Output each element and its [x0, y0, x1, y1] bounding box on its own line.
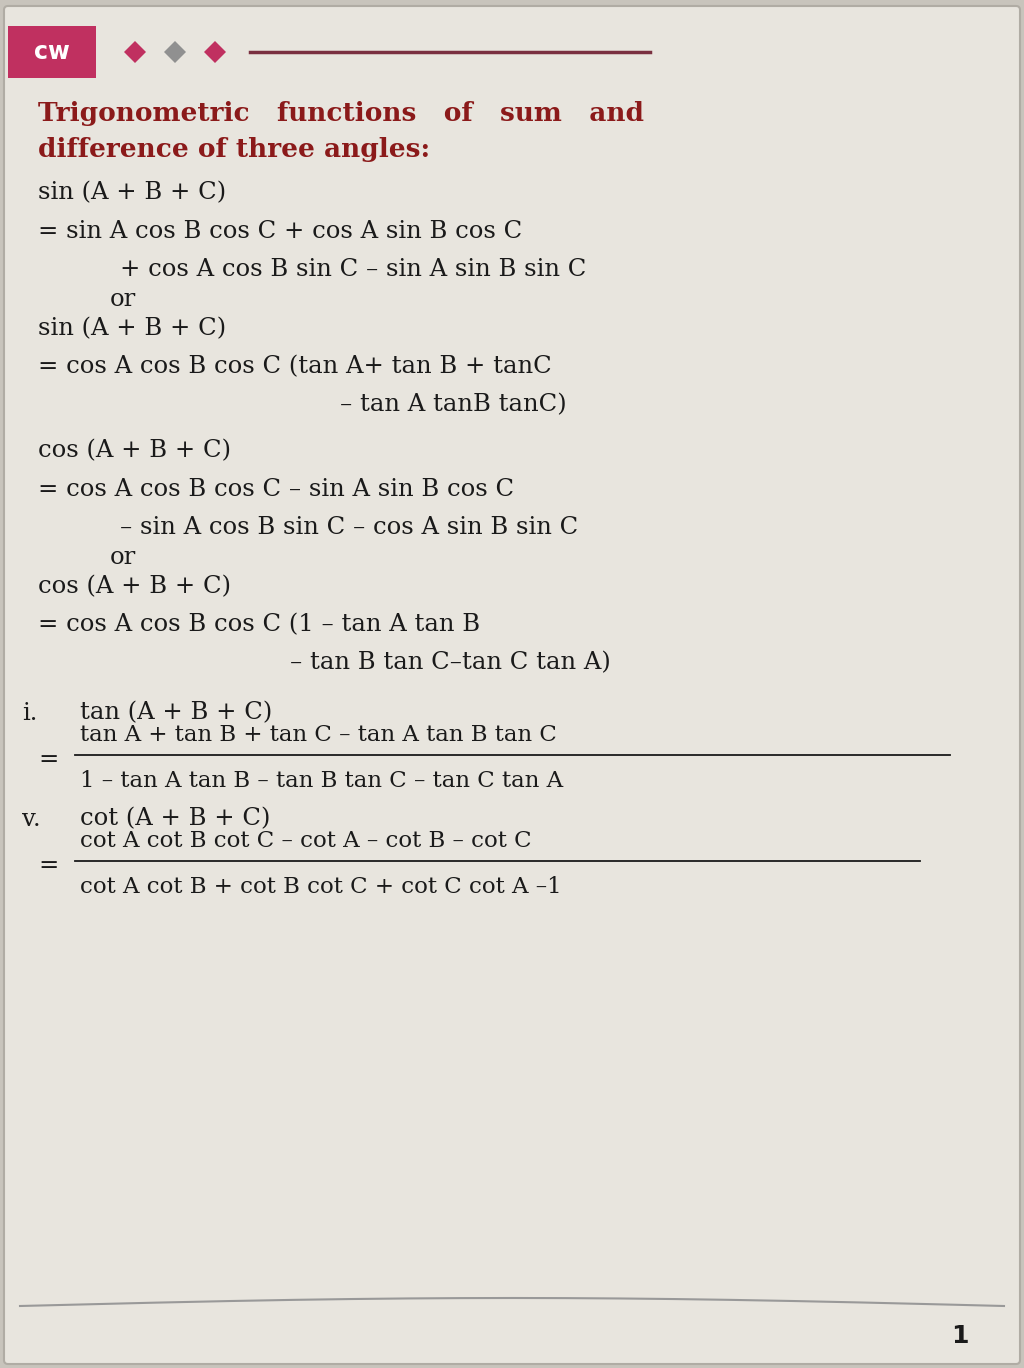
Text: sin (A + B + C): sin (A + B + C): [38, 317, 226, 341]
Text: v.: v.: [22, 807, 41, 830]
Text: sin (A + B + C): sin (A + B + C): [38, 182, 226, 204]
Text: =: =: [38, 854, 58, 877]
Text: i.: i.: [22, 702, 37, 725]
Text: cos (A + B + C): cos (A + B + C): [38, 439, 231, 462]
Text: = cos A cos B cos C (1 – tan A tan B: = cos A cos B cos C (1 – tan A tan B: [38, 613, 480, 636]
Text: = cos A cos B cos C – sin A sin B cos C: = cos A cos B cos C – sin A sin B cos C: [38, 477, 514, 501]
Text: =: =: [38, 747, 58, 770]
Text: – sin A cos B sin C – cos A sin B sin C: – sin A cos B sin C – cos A sin B sin C: [120, 516, 579, 539]
Text: cot A cot B + cot B cot C + cot C cot A –1: cot A cot B + cot B cot C + cot C cot A …: [80, 876, 561, 897]
Text: cot A cot B cot C – cot A – cot B – cot C: cot A cot B cot C – cot A – cot B – cot …: [80, 830, 531, 852]
Text: cos (A + B + C): cos (A + B + C): [38, 576, 231, 599]
Text: – tan A tanB tanC): – tan A tanB tanC): [340, 394, 566, 416]
Text: tan A + tan B + tan C – tan A tan B tan C: tan A + tan B + tan C – tan A tan B tan …: [80, 724, 557, 746]
FancyBboxPatch shape: [4, 5, 1020, 1364]
Text: or: or: [110, 287, 136, 311]
Text: 1 – tan A tan B – tan B tan C – tan C tan A: 1 – tan A tan B – tan B tan C – tan C ta…: [80, 770, 563, 792]
Text: tan (A + B + C): tan (A + B + C): [80, 702, 272, 725]
Text: = sin A cos B cos C + cos A sin B cos C: = sin A cos B cos C + cos A sin B cos C: [38, 219, 522, 242]
Bar: [8, 26, 96, 78]
Text: difference of three angles:: difference of three angles:: [38, 138, 430, 163]
Text: = cos A cos B cos C (tan A+ tan B + tanC: = cos A cos B cos C (tan A+ tan B + tanC: [38, 356, 552, 379]
Text: cw: cw: [34, 40, 70, 64]
Text: 1: 1: [951, 1324, 969, 1347]
Text: or: or: [110, 546, 136, 569]
Text: Trigonometric   functions   of   sum   and: Trigonometric functions of sum and: [38, 100, 644, 126]
Text: cot (A + B + C): cot (A + B + C): [80, 807, 270, 830]
Text: – tan B tan C–tan C tan A): – tan B tan C–tan C tan A): [290, 651, 610, 674]
Text: + cos A cos B sin C – sin A sin B sin C: + cos A cos B sin C – sin A sin B sin C: [120, 257, 587, 280]
